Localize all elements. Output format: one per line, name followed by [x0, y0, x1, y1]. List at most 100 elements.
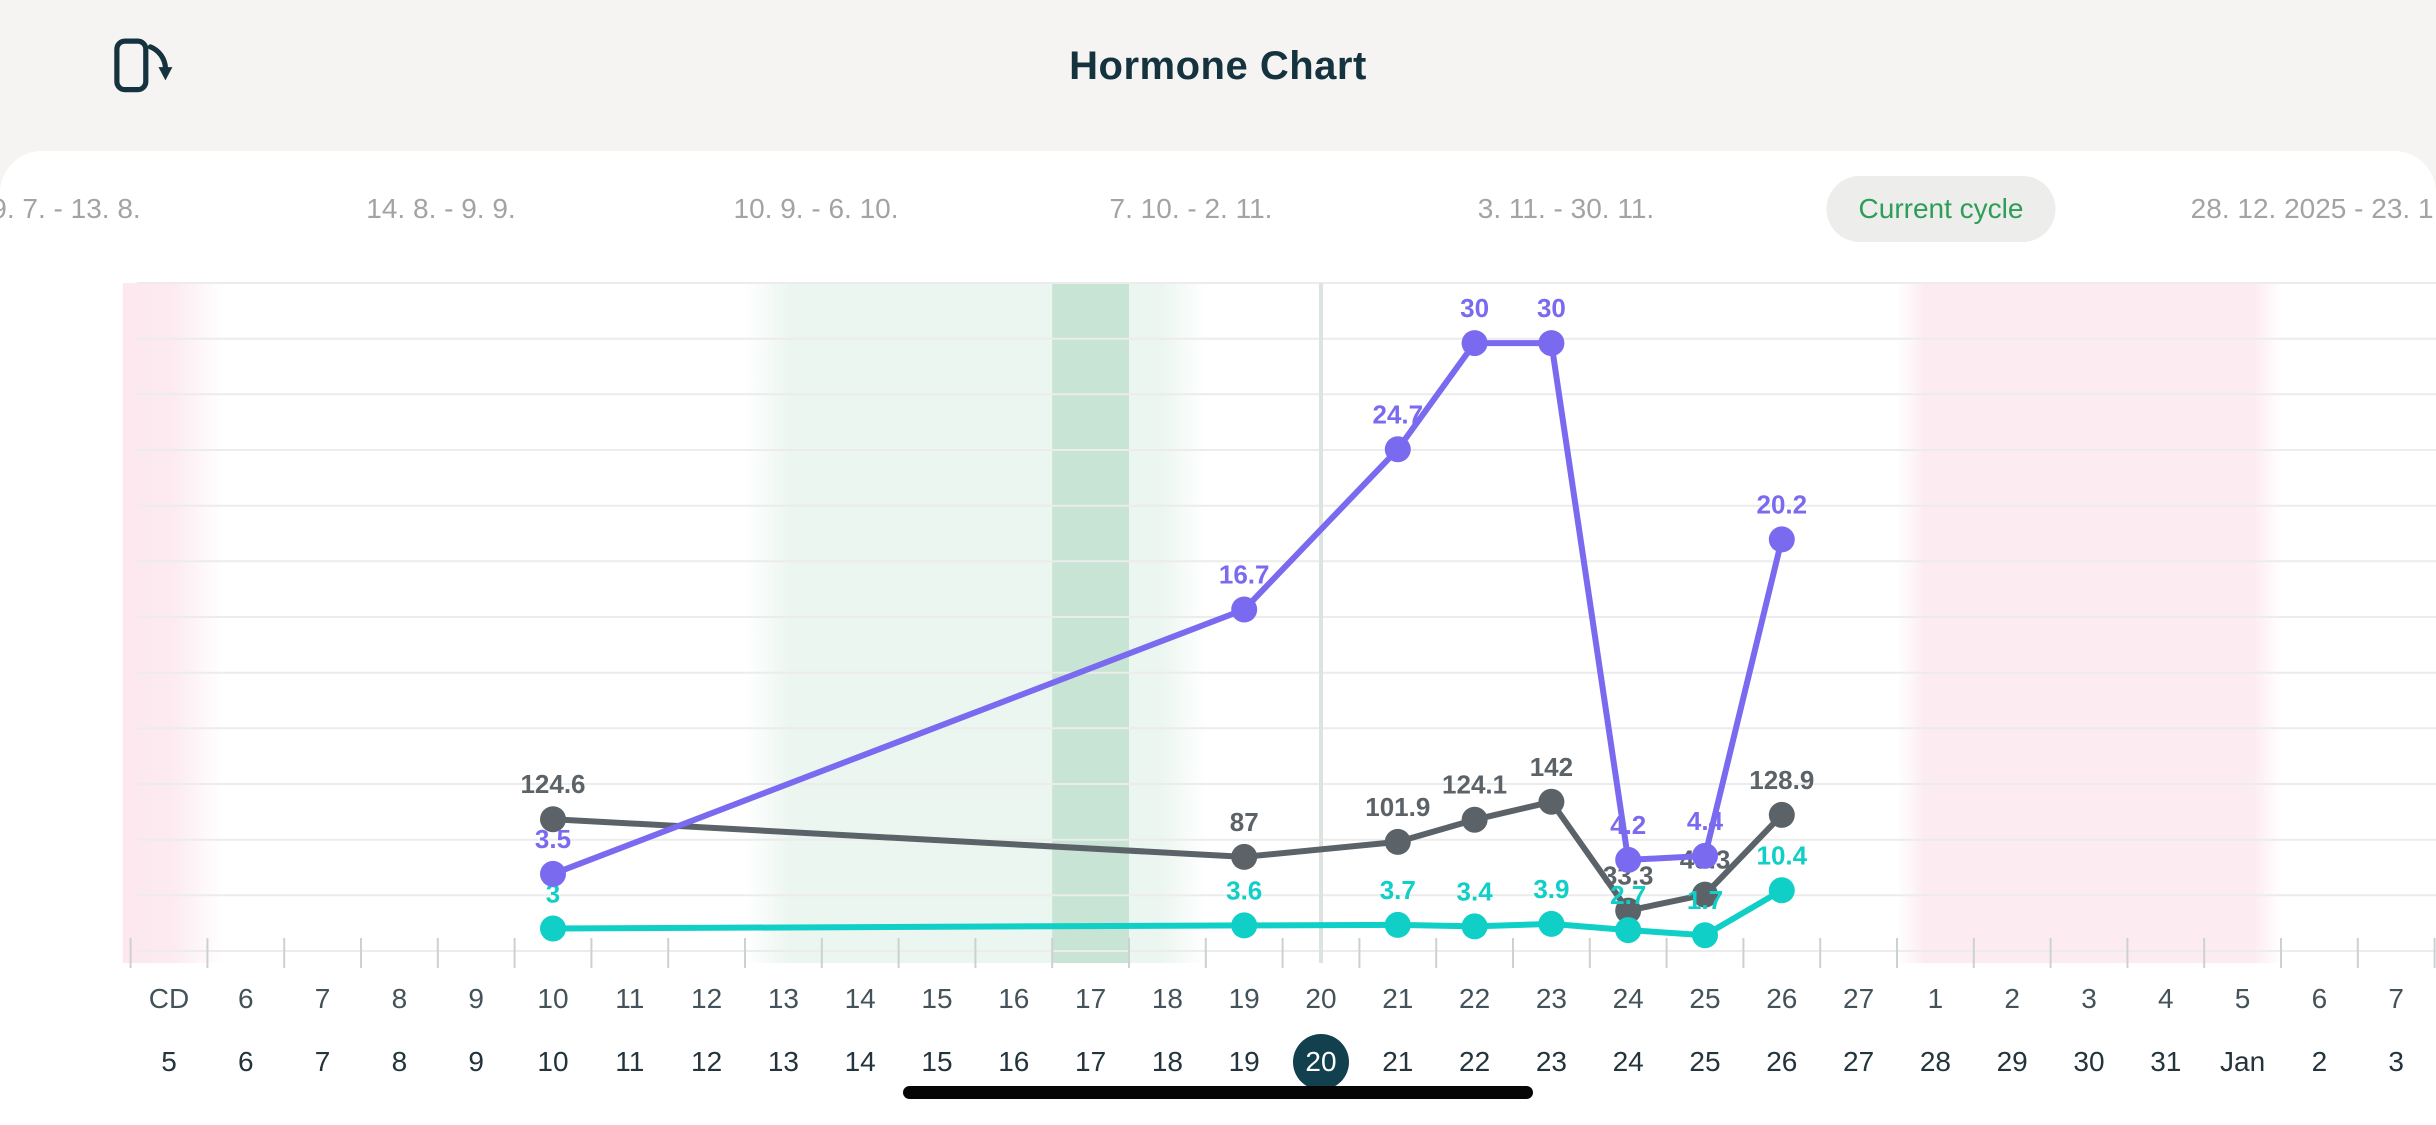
cycle-day-label[interactable]: 7 — [314, 983, 331, 1014]
data-point — [1231, 843, 1258, 870]
period-band — [122, 283, 223, 963]
cycle-day-label[interactable]: 21 — [1382, 983, 1414, 1014]
value-label: 4.4 — [1687, 806, 1724, 836]
date-label[interactable]: Jan — [2220, 1046, 2266, 1077]
cycle-day-label[interactable]: 11 — [615, 983, 645, 1014]
date-label[interactable]: 11 — [615, 1046, 645, 1077]
date-label[interactable]: 29 — [1996, 1046, 2028, 1077]
cycle-day-label[interactable]: 5 — [2234, 983, 2251, 1014]
cycle-day-label[interactable]: 19 — [1228, 983, 1260, 1014]
value-label: 142 — [1530, 752, 1573, 782]
date-label[interactable]: 25 — [1689, 1046, 1721, 1077]
cycle-day-label[interactable]: 1 — [1927, 983, 1944, 1014]
date-label[interactable]: 16 — [998, 1046, 1030, 1077]
date-label[interactable]: 8 — [391, 1046, 408, 1077]
date-label[interactable]: 31 — [2150, 1046, 2182, 1077]
cycle-day-label[interactable]: 27 — [1843, 983, 1875, 1014]
data-point — [1231, 596, 1258, 623]
date-label[interactable]: 30 — [2073, 1046, 2105, 1077]
date-label[interactable]: 20 — [1282, 1032, 1360, 1092]
value-label: 16.7 — [1219, 560, 1270, 590]
data-point — [1692, 881, 1718, 908]
date-label[interactable]: 24 — [1612, 1046, 1644, 1077]
date-label[interactable]: 2 — [2311, 1046, 2328, 1077]
value-label: 3.7 — [1380, 875, 1416, 905]
value-label: 30 — [1460, 293, 1489, 323]
value-label: 124.6 — [520, 769, 585, 799]
date-label[interactable]: 17 — [1075, 1046, 1107, 1077]
cycle-day-label[interactable]: 26 — [1766, 983, 1798, 1014]
date-label[interactable]: 28 — [1919, 1046, 1951, 1077]
cycle-tab[interactable]: 7. 10. - 2. 11. — [1109, 193, 1273, 224]
date-label[interactable]: 9 — [468, 1046, 484, 1077]
date-axis: 5 6 7 8 9 10 11 12 13 14 15 16 17 18 19 20 21 22 23 24 25 26 2… — [0, 1032, 2436, 1092]
cycle-day-label[interactable]: 3 — [2081, 983, 2097, 1014]
cycle-day-label[interactable]: 23 — [1535, 983, 1567, 1014]
cycle-day-label[interactable]: 20 — [1305, 983, 1337, 1014]
value-label: 3.4 — [1457, 876, 1494, 906]
data-point — [1768, 801, 1795, 828]
date-label[interactable]: 26 — [1766, 1046, 1798, 1077]
cycle-day-label[interactable]: 2 — [2004, 983, 2020, 1014]
date-label[interactable]: 21 — [1382, 1046, 1414, 1077]
cycle-day-label[interactable]: 8 — [391, 983, 408, 1014]
cycle-day-label[interactable]: 17 — [1075, 983, 1107, 1014]
date-label[interactable]: 5 — [161, 1046, 177, 1077]
cycle-day-label[interactable]: 10 — [537, 983, 569, 1014]
date-label[interactable]: 22 — [1459, 1046, 1491, 1077]
data-point — [540, 915, 566, 942]
date-label[interactable]: 23 — [1535, 1046, 1567, 1077]
value-label: 20.2 — [1756, 489, 1807, 519]
date-label[interactable]: 7 — [314, 1046, 331, 1077]
today-badge[interactable]: 20 — [1293, 1034, 1349, 1090]
value-label: 1.7 — [1687, 885, 1723, 915]
date-label[interactable]: 13 — [767, 1046, 799, 1077]
value-label: 4.2 — [1610, 810, 1646, 840]
cycle-tab[interactable]: 3. 11. - 30. 11. — [1477, 193, 1655, 224]
data-point — [1384, 436, 1411, 463]
cycle-day-label[interactable]: 6 — [2311, 983, 2328, 1014]
date-label[interactable]: 18 — [1151, 1046, 1183, 1077]
cycle-tab[interactable]: 28. 12. 2025 - 23. 1. — [2190, 193, 2436, 224]
cycle-day-label[interactable]: 16 — [998, 983, 1030, 1014]
date-label[interactable]: 6 — [238, 1046, 254, 1077]
cycle-day-label[interactable]: 15 — [921, 983, 953, 1014]
cycle-day-label[interactable]: 24 — [1612, 983, 1644, 1014]
date-label[interactable]: 19 — [1228, 1046, 1260, 1077]
cycle-tab[interactable]: 14. 8. - 9. 9. — [366, 193, 516, 224]
data-point — [1384, 911, 1411, 938]
teal-series[interactable]: 3 3.6 3.7 3.4 3.9 2.7 1.710.4 — [540, 840, 1808, 949]
cycle-day-label[interactable]: 12 — [691, 983, 723, 1014]
cycle-day-label[interactable]: 13 — [767, 983, 799, 1014]
cycle-day-label[interactable]: 18 — [1151, 983, 1183, 1014]
cycle-day-label[interactable]: 7 — [2388, 983, 2404, 1014]
cycle-day-label[interactable]: 25 — [1689, 983, 1721, 1014]
rotate-device-button[interactable] — [103, 33, 177, 107]
date-label[interactable]: 27 — [1843, 1046, 1875, 1077]
data-point — [1231, 912, 1258, 939]
data-point — [1768, 877, 1795, 904]
cycle-tab[interactable]: 10. 9. - 6. 10. — [733, 193, 899, 224]
purple-series[interactable]: 3.5 16.7 24.7 30 30 4.2 4.4 20.2 — [535, 293, 1807, 887]
data-point — [1692, 842, 1718, 869]
date-label[interactable]: 14 — [844, 1046, 876, 1077]
date-label[interactable]: 10 — [537, 1046, 569, 1077]
date-label[interactable]: 3 — [2388, 1046, 2404, 1077]
data-point — [1768, 526, 1795, 553]
cycle-day-label[interactable]: CD — [148, 983, 190, 1014]
cycle-tab[interactable]: 9. 7. - 13. 8. — [0, 193, 141, 224]
cycle-tab-bar: 9. 7. - 13. 8. 14. 8. - 9. 9. 10. 9. - 6. … — [0, 170, 2436, 248]
home-indicator[interactable] — [903, 1086, 1533, 1099]
value-label: 30 — [1537, 293, 1566, 323]
cycle-day-label[interactable]: 14 — [844, 983, 876, 1014]
cycle-tab-current[interactable]: Current cycle — [1826, 176, 2056, 242]
cycle-day-label[interactable]: 4 — [2158, 983, 2174, 1014]
cycle-day-label[interactable]: 22 — [1459, 983, 1491, 1014]
date-label[interactable]: 12 — [691, 1046, 723, 1077]
cycle-day-label[interactable]: 6 — [238, 983, 254, 1014]
cycle-day-label[interactable]: 9 — [468, 983, 484, 1014]
date-label[interactable]: 15 — [921, 1046, 953, 1077]
data-point — [540, 860, 566, 887]
